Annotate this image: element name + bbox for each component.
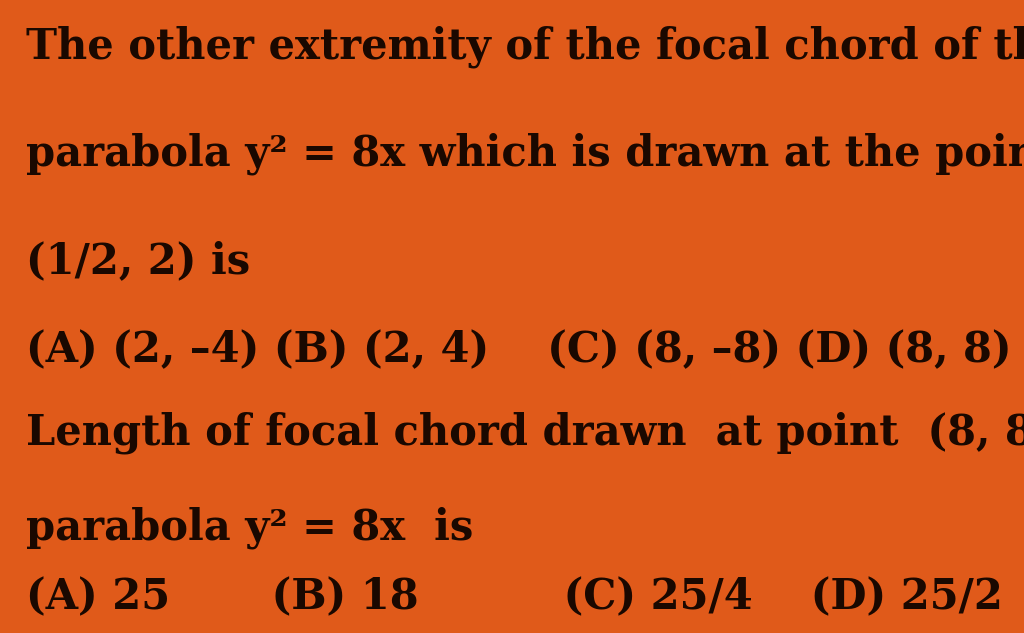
Text: parabola y² = 8x  is: parabola y² = 8x is <box>26 506 473 549</box>
Text: (A) (2, –4) (B) (2, 4)    (C) (8, –8) (D) (8, 8): (A) (2, –4) (B) (2, 4) (C) (8, –8) (D) (… <box>26 329 1012 371</box>
Text: The other extremity of the focal chord of the: The other extremity of the focal chord o… <box>26 25 1024 68</box>
Text: Length of focal chord drawn  at point  (8, 8) of: Length of focal chord drawn at point (8,… <box>26 411 1024 454</box>
Text: parabola y² = 8x which is drawn at the point: parabola y² = 8x which is drawn at the p… <box>26 133 1024 175</box>
Text: (A) 25       (B) 18          (C) 25/4    (D) 25/2: (A) 25 (B) 18 (C) 25/4 (D) 25/2 <box>26 576 1002 618</box>
Text: (1/2, 2) is: (1/2, 2) is <box>26 241 250 282</box>
